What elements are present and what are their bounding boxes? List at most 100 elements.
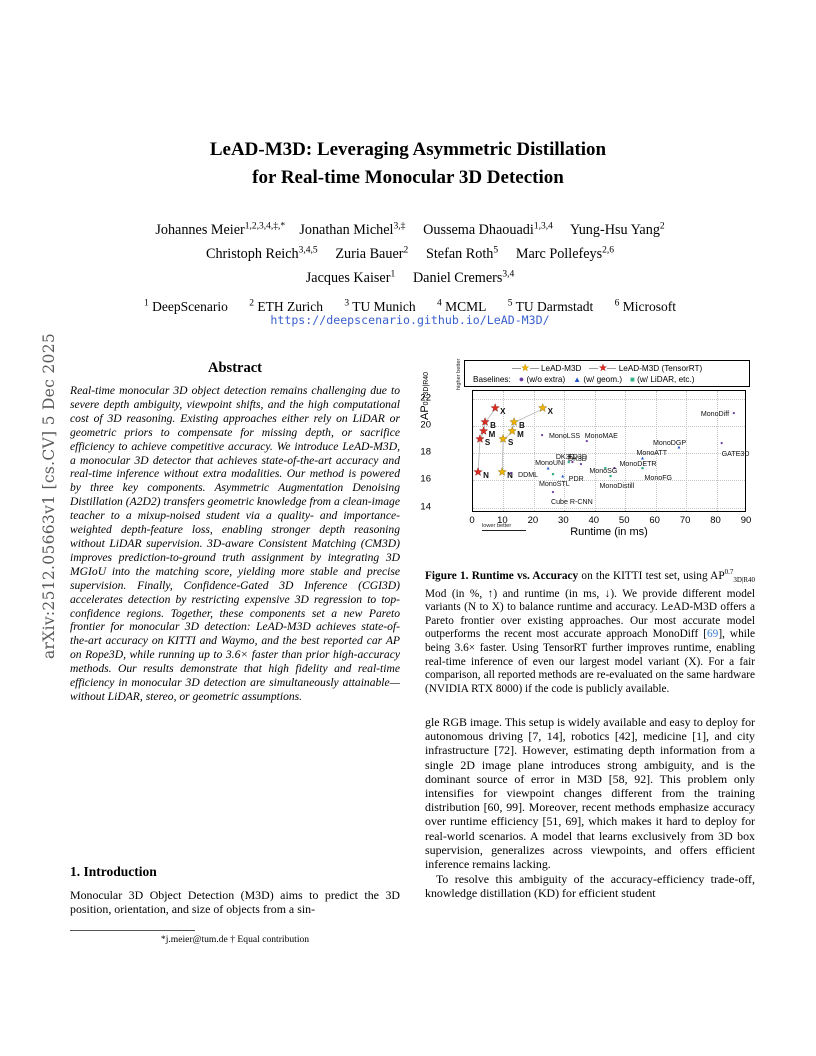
data-point-label: M xyxy=(517,430,524,440)
circle-marker-icon: ● xyxy=(551,489,555,496)
chart-legend: ★ LeAD-M3D ★ LeAD-M3D (TensorRT) Baselin… xyxy=(464,360,750,387)
abstract-section: Abstract Real-time monocular 3D object d… xyxy=(70,360,400,704)
circle-marker-icon: ● xyxy=(518,374,525,384)
legend-dash-icon xyxy=(529,368,539,369)
circle-marker-icon: ● xyxy=(720,440,724,447)
x-axis-tick: 40 xyxy=(588,515,600,526)
data-point-label: MonoLSS xyxy=(549,432,581,441)
gridline-vertical xyxy=(686,391,688,511)
legend-baselines-label: Baselines: xyxy=(473,375,511,384)
data-point-label: B xyxy=(490,420,496,430)
intro-paragraph-continued: gle RGB image. This setup is widely avai… xyxy=(425,715,755,872)
x-axis-tick: 50 xyxy=(618,515,630,526)
circle-marker-icon: ● xyxy=(612,465,617,472)
data-point-label: MonoDGP xyxy=(653,439,687,448)
affiliation: 4 MCML xyxy=(436,298,487,314)
y-axis-tick: 18 xyxy=(420,446,431,458)
author: Yung-Hsu Yang2 xyxy=(570,221,665,238)
data-point-label: DDML xyxy=(517,471,539,480)
gridline-vertical xyxy=(716,391,718,511)
star-marker-icon: ★ xyxy=(474,433,485,446)
data-point-label: MonoDistill xyxy=(599,481,635,490)
data-point-label: MonoSG xyxy=(589,466,618,475)
data-point-label: DK3D xyxy=(555,453,575,462)
triangle-marker-icon: ▲ xyxy=(560,474,566,480)
affiliation: 3 TU Munich xyxy=(344,298,416,314)
introduction-paragraph-left: Monocular 3D Object Detection (M3D) aims… xyxy=(70,888,400,917)
data-point-label: M xyxy=(488,430,496,440)
triangle-marker-icon: ▲ xyxy=(640,456,645,462)
gridline-horizontal xyxy=(473,399,745,401)
circle-marker-icon: ● xyxy=(585,437,589,444)
star-marker-icon: ★ xyxy=(537,402,548,415)
star-icon: ★ xyxy=(598,362,608,374)
author: Marc Pollefeys2,6 xyxy=(515,245,615,262)
data-point-label: N xyxy=(507,470,513,480)
legend-item-leadm3d: ★ LeAD-M3D xyxy=(511,362,581,374)
square-marker-icon: ■ xyxy=(551,472,555,478)
gridline-vertical xyxy=(564,391,566,511)
star-marker-icon: ★ xyxy=(497,466,508,479)
figure-caption: Figure 1. Runtime vs. Accuracy on the KI… xyxy=(425,568,756,695)
affiliation: 5 TU Darmstadt xyxy=(507,298,594,314)
circle-marker-icon: ● xyxy=(509,470,513,477)
circle-marker-icon: ● xyxy=(540,432,544,439)
star-marker-icon: ★ xyxy=(490,402,501,415)
data-point-label: MonoFG xyxy=(644,473,673,482)
gridline-vertical xyxy=(655,391,657,511)
y-axis-tick: 14 xyxy=(420,501,431,513)
affiliation: 6 Microsoft xyxy=(614,298,676,314)
x-axis-tick: 80 xyxy=(710,515,721,526)
circle-marker-icon: ● xyxy=(570,459,575,466)
square-marker-icon: ■ xyxy=(641,465,644,471)
data-point-label: Cube R-CNN xyxy=(550,498,593,507)
data-point-label: MonoATT xyxy=(636,449,668,458)
author: Christoph Reich3,4,5 xyxy=(205,245,318,262)
author-row-2: Christoph Reich3,4,5 Zuria Bauer2 Stefan… xyxy=(60,240,760,264)
data-point-label: X xyxy=(547,406,553,416)
data-point-label: MonoUNI xyxy=(535,458,566,467)
author-row-3: Jacques Kaiser1 Daniel Cremers3,4 xyxy=(60,264,760,288)
author-row-1: Johannes Meier1,2,3,4,‡,* Jonathan Miche… xyxy=(60,216,760,240)
introduction-section-right: gle RGB image. This setup is widely avai… xyxy=(425,715,755,901)
legend-item-no-extra: ● (w/o extra) xyxy=(518,374,566,385)
data-point-label: B xyxy=(519,420,525,430)
author: Jonathan Michel3,‡ xyxy=(299,221,406,238)
data-point-label: MonoMAE xyxy=(584,431,618,440)
triangle-marker-icon: ▲ xyxy=(676,445,682,451)
intro-paragraph-2: To resolve this ambiguity of the accurac… xyxy=(425,872,755,901)
author: Jacques Kaiser1 xyxy=(305,269,396,287)
affiliation: 1 DeepScenario xyxy=(144,298,228,314)
introduction-heading: 1. Introduction xyxy=(70,864,157,879)
star-marker-icon: ★ xyxy=(507,425,518,438)
triangle-marker-icon: ▲ xyxy=(573,374,582,384)
data-point-label: N xyxy=(483,470,489,480)
y-axis-tick: 20 xyxy=(420,419,431,431)
gridline-vertical xyxy=(625,391,627,511)
square-marker-icon: ■ xyxy=(567,459,571,465)
legend-item-leadm3d-tensorrt: ★ LeAD-M3D (TensorRT) xyxy=(589,362,702,374)
legend-item-lidar: ■ (w/ LiDAR, etc.) xyxy=(630,374,695,384)
circle-marker-icon: ● xyxy=(732,410,736,417)
author: Johannes Meier1,2,3,4,‡,* xyxy=(155,221,286,238)
x-axis-label: Runtime (in ms) xyxy=(570,526,648,538)
project-url-link[interactable]: https://deepscenario.github.io/LeAD-M3D/ xyxy=(270,313,550,327)
x-axis-tick: 30 xyxy=(558,515,569,526)
author: Oussema Dhaouadi1,3,4 xyxy=(423,221,553,238)
affiliation-list: 1 DeepScenario 2 ETH Zurich 3 TU Munich … xyxy=(60,294,760,316)
x-axis-tick: 90 xyxy=(740,515,752,526)
data-point-label: MonoDETR xyxy=(619,459,657,468)
data-point-label: GATE3D xyxy=(721,450,750,459)
legend-dash-icon xyxy=(511,368,521,369)
star-icon: ★ xyxy=(520,362,530,374)
star-marker-icon: ★ xyxy=(478,425,489,438)
footnote: *j.meier@tum.de † Equal contribution xyxy=(160,934,310,945)
gridline-horizontal xyxy=(473,480,745,482)
square-marker-icon: ■ xyxy=(630,374,635,384)
x-axis-tick: 60 xyxy=(649,515,660,526)
data-point-label: S xyxy=(508,438,514,448)
star-marker-icon: ★ xyxy=(473,466,484,479)
gridline-horizontal xyxy=(473,507,745,509)
legend-item-geometry: ▲ (w/ geom.) xyxy=(573,374,623,384)
